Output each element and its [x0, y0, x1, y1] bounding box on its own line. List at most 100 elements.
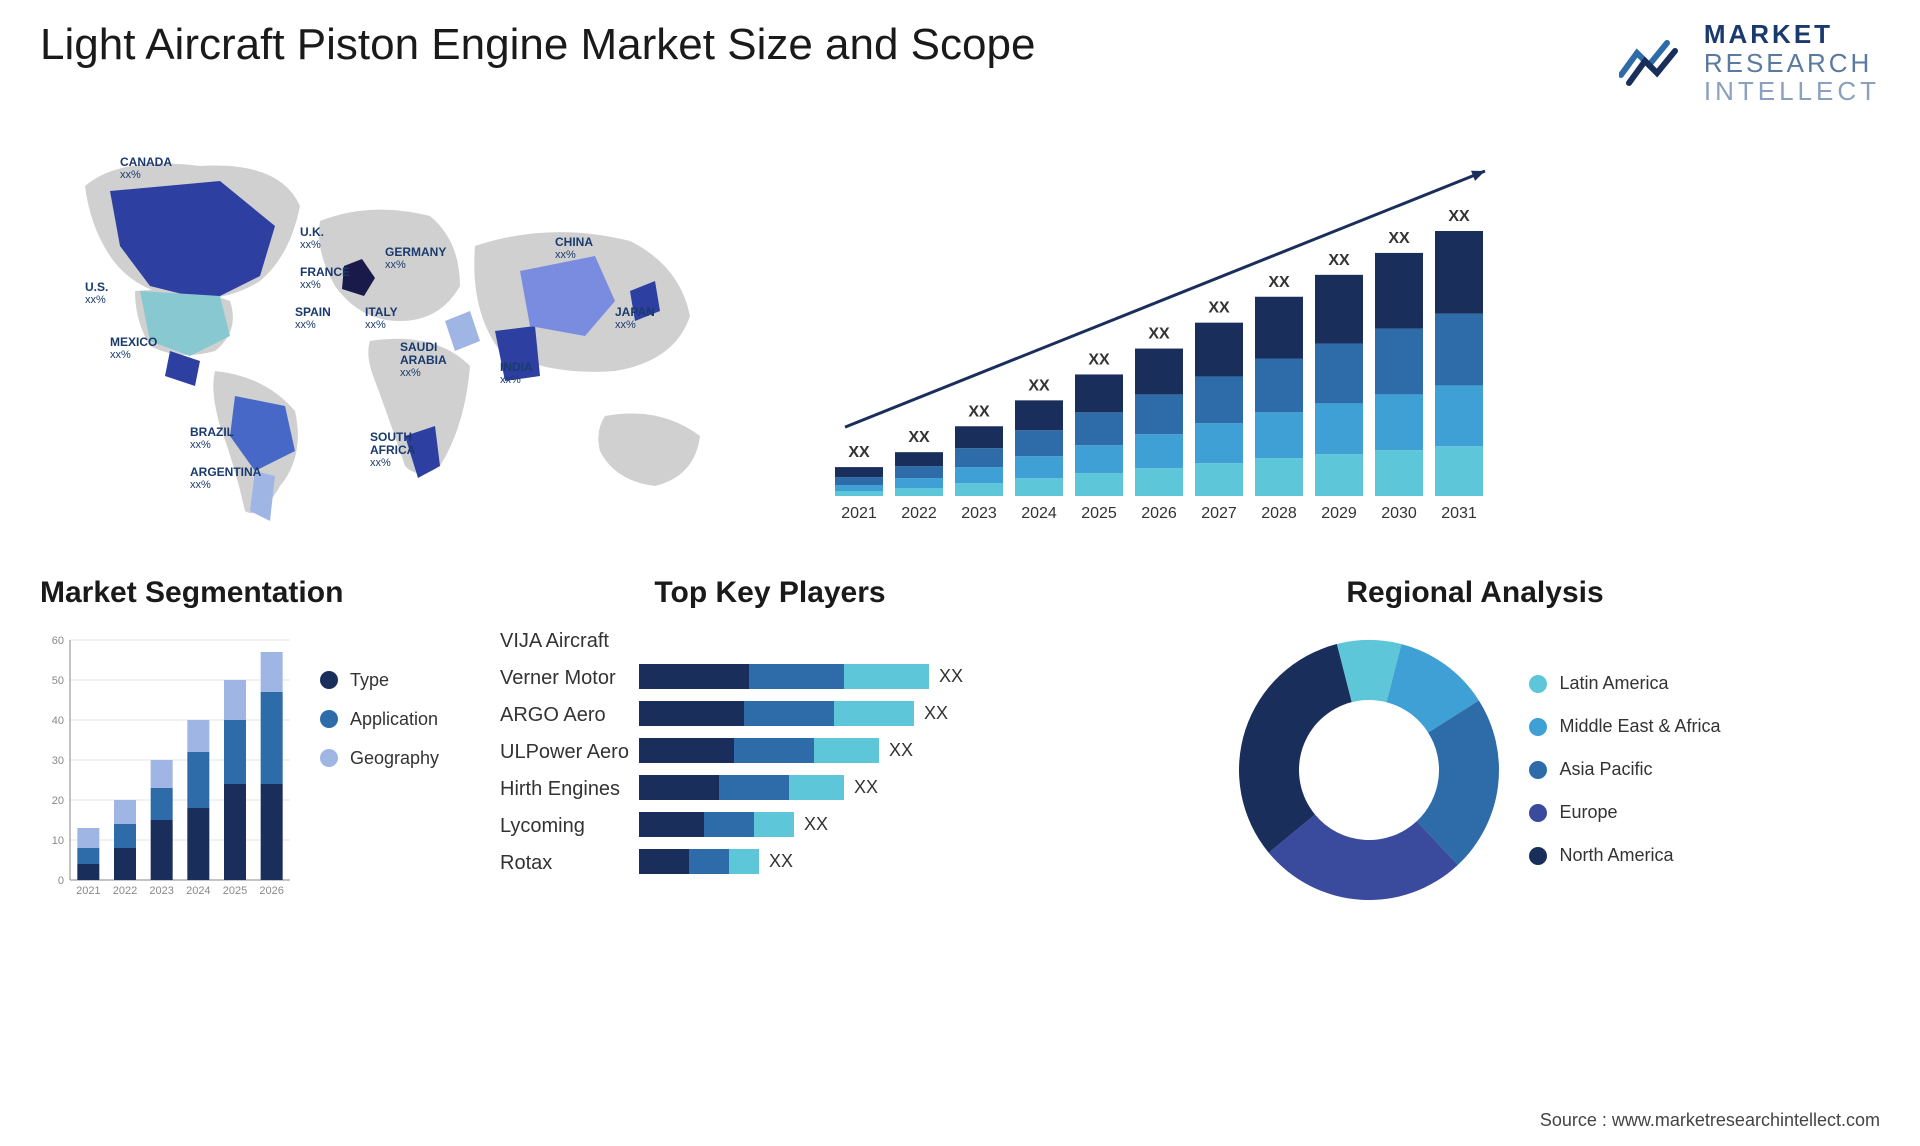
player-name: Hirth Engines	[500, 778, 629, 803]
svg-text:XX: XX	[1028, 377, 1050, 394]
player-name: Verner Motor	[500, 667, 629, 692]
legend-label: Latin America	[1559, 673, 1668, 694]
map-label: GERMANYxx%	[385, 246, 446, 271]
player-bar-row: XX	[639, 812, 1040, 837]
map-label: FRANCExx%	[300, 266, 350, 291]
growth-bar-chart: XX2021XX2022XX2023XX2024XX2025XX2026XX20…	[790, 126, 1880, 546]
svg-text:XX: XX	[1268, 274, 1290, 291]
player-name: ARGO Aero	[500, 704, 629, 729]
regional-panel: Regional Analysis Latin America Middle Ea…	[1070, 576, 1880, 910]
player-value: XX	[804, 814, 828, 835]
map-label: JAPANxx%	[615, 306, 655, 331]
svg-text:2022: 2022	[901, 505, 937, 522]
player-bar-row: XX	[639, 775, 1040, 800]
legend-dot-icon	[1529, 847, 1547, 865]
legend-item: Europe	[1529, 802, 1720, 823]
svg-text:2021: 2021	[76, 885, 100, 897]
legend-item: Type	[320, 670, 439, 691]
map-label: SOUTHAFRICAxx%	[370, 431, 415, 469]
players-bars-list: XX XX XX XX XX XX	[639, 630, 1040, 877]
svg-text:XX: XX	[1388, 230, 1410, 247]
map-label: SAUDIARABIAxx%	[400, 341, 447, 379]
svg-text:2029: 2029	[1321, 505, 1357, 522]
player-bar-row: XX	[639, 738, 1040, 763]
legend-item: Latin America	[1529, 673, 1720, 694]
svg-text:10: 10	[52, 835, 64, 847]
player-name: Rotax	[500, 852, 629, 877]
legend-label: Geography	[350, 748, 439, 769]
brand-logo: MARKET RESEARCH INTELLECT	[1619, 20, 1880, 106]
page-title: Light Aircraft Piston Engine Market Size…	[40, 20, 1035, 70]
legend-dot-icon	[320, 671, 338, 689]
svg-text:2023: 2023	[961, 505, 997, 522]
legend-label: Application	[350, 709, 438, 730]
svg-text:2021: 2021	[841, 505, 877, 522]
segmentation-title: Market Segmentation	[40, 576, 470, 610]
legend-label: Asia Pacific	[1559, 759, 1652, 780]
legend-item: Middle East & Africa	[1529, 716, 1720, 737]
world-map: CANADAxx% U.S.xx% MEXICOxx% BRAZILxx% ARGENT…	[40, 126, 760, 546]
svg-text:XX: XX	[1328, 252, 1350, 269]
map-label: CANADAxx%	[120, 156, 172, 181]
source-attribution: Source : www.marketresearchintellect.com	[1540, 1110, 1880, 1131]
svg-text:XX: XX	[908, 429, 930, 446]
map-label: U.K.xx%	[300, 226, 324, 251]
player-value: XX	[769, 851, 793, 872]
svg-text:XX: XX	[1148, 325, 1170, 342]
legend-dot-icon	[320, 749, 338, 767]
player-value: XX	[889, 740, 913, 761]
legend-dot-icon	[1529, 675, 1547, 693]
map-label: SPAINxx%	[295, 306, 331, 331]
logo-line1: MARKET	[1704, 20, 1880, 49]
svg-text:60: 60	[52, 635, 64, 647]
svg-text:2022: 2022	[113, 885, 137, 897]
legend-dot-icon	[1529, 761, 1547, 779]
player-value: XX	[939, 666, 963, 687]
svg-text:2028: 2028	[1261, 505, 1297, 522]
legend-dot-icon	[1529, 718, 1547, 736]
players-names-list: VIJA Aircraft Verner Motor ARGO Aero ULPowe…	[500, 630, 629, 877]
player-name: ULPower Aero	[500, 741, 629, 766]
player-bar-row: XX	[639, 849, 1040, 874]
svg-text:XX: XX	[1088, 351, 1110, 368]
legend-dot-icon	[320, 710, 338, 728]
map-label: ARGENTINAxx%	[190, 466, 261, 491]
logo-line2: RESEARCH	[1704, 49, 1880, 78]
legend-label: Type	[350, 670, 389, 691]
svg-text:XX: XX	[968, 403, 990, 420]
logo-mark-icon	[1619, 35, 1689, 90]
svg-text:2026: 2026	[259, 885, 283, 897]
svg-text:XX: XX	[848, 444, 870, 461]
svg-text:2024: 2024	[1021, 505, 1057, 522]
legend-dot-icon	[1529, 804, 1547, 822]
legend-item: Asia Pacific	[1529, 759, 1720, 780]
svg-text:40: 40	[52, 715, 64, 727]
svg-text:30: 30	[52, 755, 64, 767]
regional-donut	[1229, 630, 1509, 910]
svg-text:2024: 2024	[186, 885, 210, 897]
regional-title: Regional Analysis	[1070, 576, 1880, 610]
regional-legend: Latin America Middle East & Africa Asia Pa…	[1529, 673, 1720, 866]
logo-line3: INTELLECT	[1704, 77, 1880, 106]
svg-text:2031: 2031	[1441, 505, 1477, 522]
svg-text:2023: 2023	[149, 885, 173, 897]
legend-item: North America	[1529, 845, 1720, 866]
svg-text:50: 50	[52, 675, 64, 687]
legend-label: North America	[1559, 845, 1673, 866]
svg-text:XX: XX	[1208, 299, 1230, 316]
player-value: XX	[924, 703, 948, 724]
svg-text:2026: 2026	[1141, 505, 1177, 522]
legend-label: Middle East & Africa	[1559, 716, 1720, 737]
player-bar-row: XX	[639, 664, 1040, 689]
map-label: MEXICOxx%	[110, 336, 157, 361]
svg-text:2025: 2025	[223, 885, 247, 897]
player-bar-row: XX	[639, 701, 1040, 726]
player-name: VIJA Aircraft	[500, 630, 629, 655]
segmentation-panel: Market Segmentation 01020304050602021202…	[40, 576, 470, 910]
map-label: U.S.xx%	[85, 281, 108, 306]
map-label: CHINAxx%	[555, 236, 593, 261]
map-label: INDIAxx%	[500, 361, 533, 386]
map-label: BRAZILxx%	[190, 426, 234, 451]
players-panel: Top Key Players VIJA Aircraft Verner Moto…	[500, 576, 1040, 910]
players-title: Top Key Players	[500, 576, 1040, 610]
